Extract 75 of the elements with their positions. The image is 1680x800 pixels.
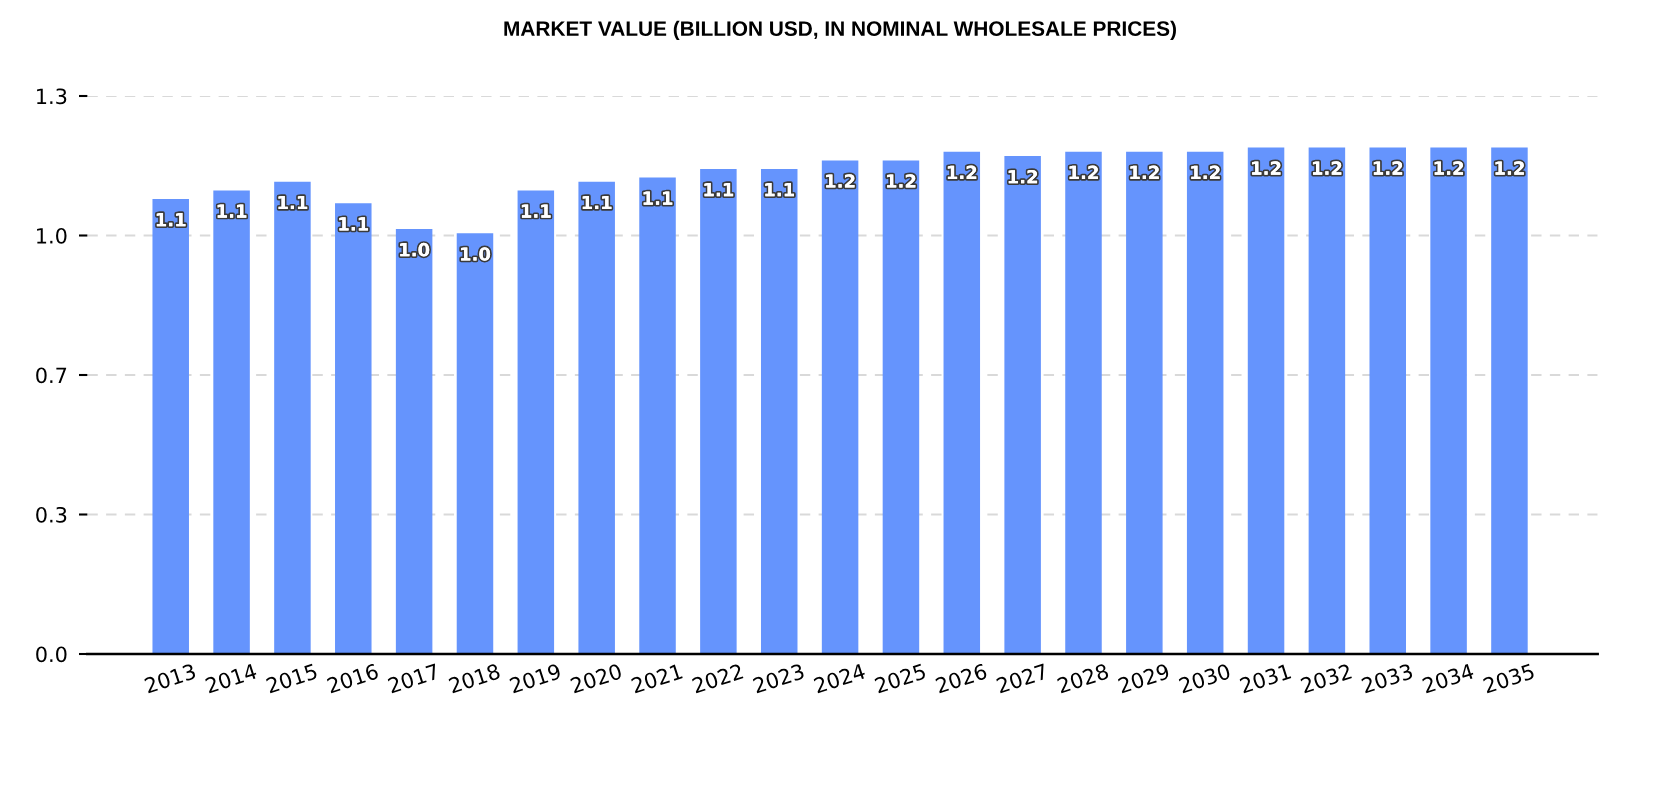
bar — [639, 177, 676, 654]
bar — [517, 190, 555, 654]
x-tick-label: 2029 — [1117, 663, 1171, 694]
bar — [1247, 147, 1285, 654]
bar — [1491, 147, 1528, 654]
x-tick-label: 2025 — [874, 663, 927, 694]
data-label: 1.2 — [826, 174, 855, 188]
data-label: 1.2 — [1191, 165, 1220, 179]
bar — [335, 203, 372, 654]
data-label: 1.2 — [1495, 161, 1524, 175]
x-tick-label: 2027 — [995, 663, 1049, 694]
x-tick-label: 2020 — [569, 663, 623, 694]
x-tick-label: 2014 — [204, 663, 258, 694]
data-label: 1.1 — [704, 183, 734, 197]
bar — [578, 181, 615, 654]
x-tick-label: 2016 — [326, 663, 380, 694]
bar — [700, 168, 737, 654]
data-label: 1.2 — [886, 174, 916, 188]
data-label: 1.1 — [217, 204, 247, 218]
bar — [943, 151, 981, 654]
y-tick-label: 0.3 — [36, 506, 67, 523]
data-label: 1.2 — [1434, 161, 1464, 175]
bar — [882, 160, 920, 654]
y-tick-label: 0.7 — [36, 367, 67, 384]
data-label: 1.2 — [947, 165, 977, 179]
bar — [395, 229, 433, 654]
chart-title: MARKET VALUE (BILLION USD, IN NOMINAL WHOLESALE PRICES) — [504, 20, 1176, 41]
data-label: 1.1 — [156, 213, 186, 227]
data-label: 1.2 — [1252, 161, 1281, 175]
data-label: 1.2 — [1069, 165, 1098, 179]
data-label: 1.1 — [643, 191, 673, 205]
data-label: 1.2 — [1312, 161, 1342, 175]
bar — [1126, 151, 1163, 654]
x-tick-label: 2034 — [1421, 663, 1475, 694]
bar — [456, 233, 494, 654]
y-tick-label: 1.0 — [37, 227, 67, 244]
x-tick-label: 2015 — [265, 663, 318, 694]
bar — [1065, 151, 1102, 654]
bar — [1004, 156, 1041, 654]
data-label: 1.2 — [1373, 161, 1403, 175]
x-tick-label: 2026 — [935, 663, 988, 694]
bar — [1430, 147, 1467, 654]
x-tick-label: 2033 — [1360, 663, 1414, 694]
bar — [1308, 147, 1346, 654]
data-label: 1.2 — [1130, 165, 1159, 179]
x-tick-label: 2028 — [1056, 663, 1110, 694]
bar — [274, 181, 311, 654]
x-tick-label: 2032 — [1300, 663, 1352, 694]
bar — [760, 168, 798, 654]
x-tick-label: 2035 — [1482, 663, 1535, 694]
x-tick-label: 2031 — [1239, 663, 1292, 694]
x-tick-label: 2018 — [448, 663, 501, 694]
y-tick-label: 1.3 — [37, 88, 67, 105]
x-tick-label: 2021 — [630, 663, 683, 694]
data-label: 1.0 — [400, 242, 430, 257]
data-label: 1.1 — [278, 195, 308, 210]
bar — [1369, 147, 1406, 654]
data-label: 1.2 — [1008, 169, 1038, 184]
x-tick-label: 2022 — [691, 663, 744, 694]
bar — [152, 199, 189, 654]
data-label: 1.1 — [582, 195, 612, 210]
x-tick-label: 2017 — [387, 663, 440, 694]
x-tick-label: 2024 — [813, 663, 867, 694]
bar — [213, 190, 250, 654]
x-tick-label: 2023 — [752, 663, 805, 694]
data-label: 1.1 — [765, 183, 794, 197]
x-tick-label: 2019 — [509, 663, 562, 694]
bar — [821, 160, 859, 654]
data-label: 1.1 — [339, 217, 369, 231]
data-label: 1.1 — [521, 204, 551, 218]
y-tick-label: 0.0 — [36, 646, 67, 663]
bar — [1186, 151, 1224, 654]
x-tick-label: 2013 — [143, 663, 197, 694]
data-label: 1.0 — [461, 247, 491, 261]
x-tick-label: 2030 — [1178, 663, 1231, 694]
